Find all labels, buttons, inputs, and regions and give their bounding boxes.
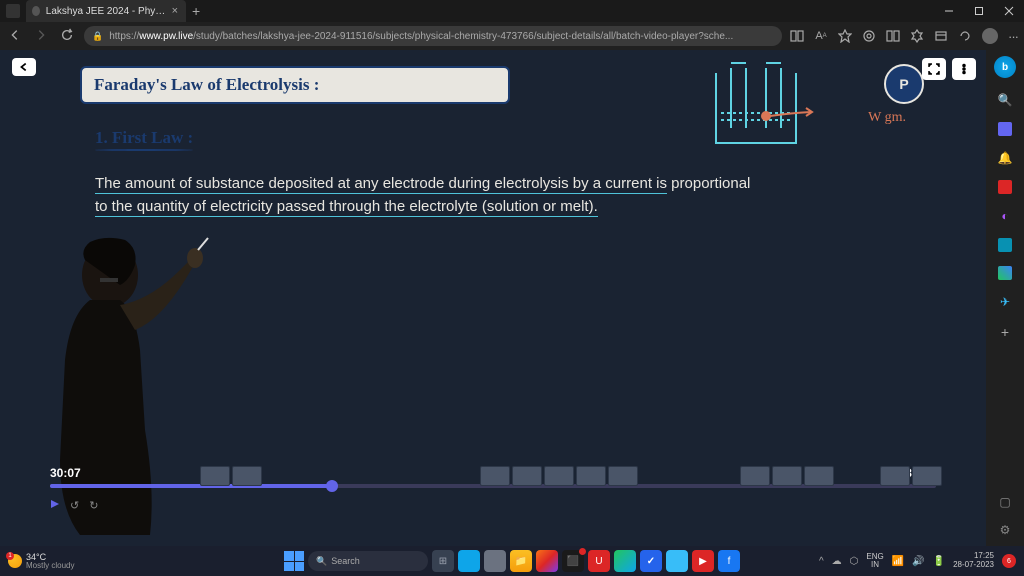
url-text: https://www.pw.live/study/batches/lakshy…: [109, 31, 733, 42]
send-icon[interactable]: ✈: [997, 294, 1013, 310]
tab-title: Lakshya JEE 2024 - Physics Walla: [46, 6, 166, 17]
search-icon: 🔍: [316, 556, 327, 567]
text-size-icon[interactable]: AA: [814, 29, 828, 43]
chapter-thumbs-1[interactable]: [200, 466, 262, 486]
back-button[interactable]: [6, 28, 24, 45]
battery-icon[interactable]: 🔋: [933, 556, 945, 567]
bing-chat-icon[interactable]: b: [994, 56, 1016, 78]
sidebar-settings-icon[interactable]: ⚙: [997, 522, 1013, 538]
search-sidebar-icon[interactable]: 🔍: [997, 92, 1013, 108]
taskbar-app-8[interactable]: ✓: [640, 550, 662, 572]
weather-desc: Mostly cloudy: [26, 562, 74, 570]
tool-icon-1[interactable]: [998, 122, 1012, 136]
lock-icon: 🔒: [92, 31, 103, 42]
taskbar-app-5[interactable]: ⬛: [562, 550, 584, 572]
window-titlebar: Lakshya JEE 2024 - Physics Walla × +: [0, 0, 1024, 22]
play-button[interactable]: [50, 496, 60, 514]
extension-icon[interactable]: [910, 29, 924, 43]
taskbar-app-9[interactable]: [666, 550, 688, 572]
split-icon[interactable]: [886, 29, 900, 43]
refresh-button[interactable]: [58, 28, 76, 45]
tab-close-icon[interactable]: ×: [172, 5, 178, 17]
shield-icon[interactable]: [862, 29, 876, 43]
close-button[interactable]: [994, 0, 1024, 22]
tray-app-icon[interactable]: ⬡: [850, 556, 859, 567]
tab-favicon: [32, 6, 40, 16]
chapter-thumbs-2[interactable]: [480, 466, 638, 486]
lecture-body: The amount of substance deposited at any…: [95, 173, 916, 218]
taskbar-app-7[interactable]: [614, 550, 636, 572]
taskbar-app-edge[interactable]: [458, 550, 480, 572]
tray-chevron-icon[interactable]: ^: [819, 556, 824, 567]
system-tray: ^ ☁ ⬡ ENG IN 📶 🔊 🔋 17:25 28-07-2023 6: [819, 552, 1016, 570]
tab-overview-icon[interactable]: [6, 4, 20, 18]
taskbar-center: 🔍 Search ⊞ 📁 ⬛ U ✓ ▶ f: [284, 550, 740, 572]
weather-widget[interactable]: 34°C Mostly cloudy: [8, 553, 74, 570]
forward-skip-button[interactable]: ↻: [89, 499, 98, 512]
clock[interactable]: 17:25 28-07-2023: [953, 552, 994, 570]
tool-icon-2[interactable]: [998, 238, 1012, 252]
forward-button[interactable]: [32, 28, 50, 45]
chapter-thumbs-4[interactable]: [880, 466, 942, 486]
player-controls: 30:07 1:34:48 ↺ ↻: [50, 466, 936, 516]
task-view-icon[interactable]: ⊞: [432, 550, 454, 572]
progress-fill: [50, 484, 332, 488]
taskbar-app-2[interactable]: [484, 550, 506, 572]
address-bar: 🔒 https://www.pw.live/study/batches/laks…: [0, 22, 1024, 50]
lecture-title-box: Faraday's Law of Electrolysis :: [80, 66, 510, 104]
volume-icon[interactable]: 🔊: [912, 556, 924, 567]
search-placeholder: Search: [331, 556, 360, 566]
taskbar-app-explorer[interactable]: 📁: [510, 550, 532, 572]
collections-icon[interactable]: [934, 29, 948, 43]
add-tool-icon[interactable]: +: [997, 324, 1013, 340]
progress-thumb[interactable]: [326, 480, 338, 492]
browser-tab[interactable]: Lakshya JEE 2024 - Physics Walla ×: [26, 0, 186, 22]
onedrive-icon[interactable]: ☁: [832, 556, 842, 567]
addressbar-actions: AA ···: [790, 28, 1018, 44]
menu-icon[interactable]: ···: [1008, 29, 1018, 44]
url-input[interactable]: 🔒 https://www.pw.live/study/batches/laks…: [84, 26, 782, 46]
maximize-button[interactable]: [964, 0, 994, 22]
diagram-label: W gm.: [868, 110, 906, 126]
taskbar-app-4[interactable]: [536, 550, 558, 572]
app-icon[interactable]: [958, 29, 972, 43]
wifi-icon[interactable]: 📶: [892, 556, 904, 567]
pw-logo: P: [884, 64, 924, 104]
taskbar-app-facebook[interactable]: f: [718, 550, 740, 572]
edge-sidebar: b 🔍 🔔 ◐ ✈ + ▢ ⚙: [986, 50, 1024, 546]
new-tab-button[interactable]: +: [192, 3, 200, 19]
weather-icon: [8, 554, 22, 568]
window-controls: [934, 0, 1024, 22]
minimize-button[interactable]: [934, 0, 964, 22]
video-player[interactable]: Faraday's Law of Electrolysis : 1. First…: [0, 50, 986, 546]
circ-icon[interactable]: ◐: [997, 208, 1013, 224]
lecture-subtitle: 1. First Law :: [95, 128, 193, 148]
rewind-button[interactable]: ↺: [70, 499, 79, 512]
taskbar-app-6[interactable]: U: [588, 550, 610, 572]
lecture-title: Faraday's Law of Electrolysis :: [94, 75, 319, 95]
more-options-button[interactable]: [952, 58, 976, 80]
favorite-icon[interactable]: [838, 29, 852, 43]
taskbar-app-youtube[interactable]: ▶: [692, 550, 714, 572]
tool-icon-3[interactable]: [998, 266, 1012, 280]
video-back-button[interactable]: [12, 58, 36, 76]
people-icon[interactable]: [998, 180, 1012, 194]
video-top-controls: [922, 58, 976, 80]
notification-badge[interactable]: 6: [1002, 554, 1016, 568]
sidebar-box-icon[interactable]: ▢: [997, 494, 1013, 510]
current-time: 30:07: [50, 466, 81, 480]
electrolysis-diagram: [696, 58, 816, 158]
fullscreen-button[interactable]: [922, 58, 946, 80]
chapter-thumbs-3[interactable]: [740, 466, 834, 486]
notifications-icon[interactable]: 🔔: [997, 150, 1013, 166]
page-content: Faraday's Law of Electrolysis : 1. First…: [0, 50, 986, 546]
start-button[interactable]: [284, 551, 304, 571]
taskbar-search[interactable]: 🔍 Search: [308, 551, 428, 571]
reader-mode-icon[interactable]: [790, 29, 804, 43]
windows-taskbar: 34°C Mostly cloudy 🔍 Search ⊞ 📁 ⬛ U ✓ ▶ …: [0, 546, 1024, 576]
language-indicator[interactable]: ENG IN: [866, 553, 883, 569]
profile-icon[interactable]: [982, 28, 998, 44]
